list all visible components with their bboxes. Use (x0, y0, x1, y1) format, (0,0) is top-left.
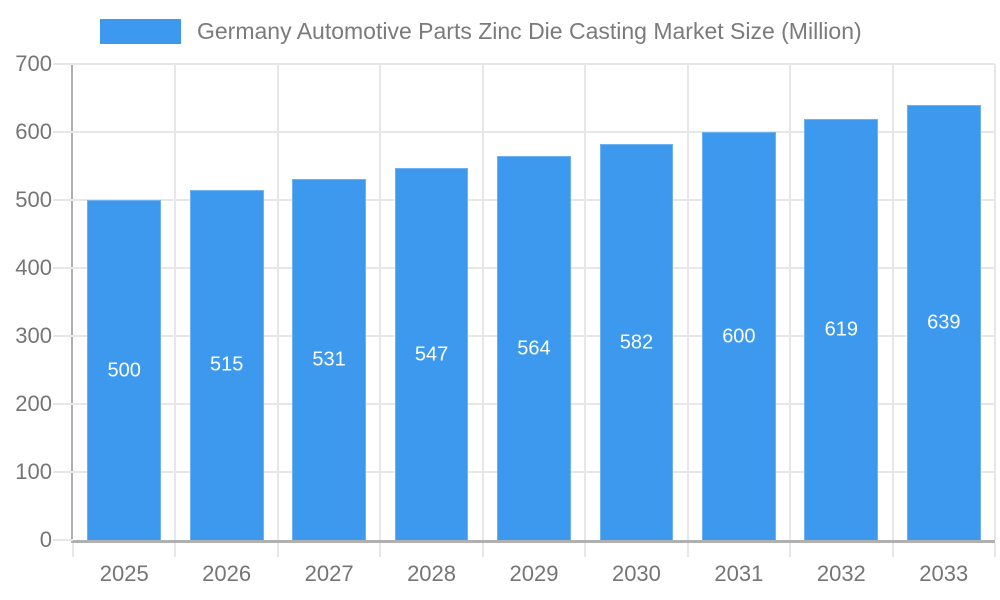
x-axis-tick (994, 543, 996, 557)
v-gridline (174, 64, 177, 540)
bar-value-label: 639 (927, 311, 961, 334)
y-tick-label: 100 (15, 459, 52, 484)
y-axis-line (71, 64, 73, 543)
y-tick-label: 600 (15, 119, 52, 144)
x-axis-tick (379, 543, 382, 557)
y-tick-label: 400 (15, 255, 52, 280)
h-gridline (73, 63, 995, 65)
v-gridline (481, 64, 484, 540)
legend[interactable]: Germany Automotive Parts Zinc Die Castin… (100, 18, 862, 45)
bar[interactable]: 547 (394, 168, 469, 540)
x-axis-tick (584, 543, 587, 557)
x-tick-label: 2028 (407, 561, 457, 586)
x-axis-tick (72, 543, 74, 557)
x-tick-label: 2026 (202, 561, 252, 586)
y-axis-tick (53, 63, 73, 65)
y-axis-labels: 0 100 200 300 400 500 600 700 (0, 53, 52, 551)
bar[interactable]: 582 (599, 144, 674, 540)
x-axis-labels: 2025 2026 2027 2028 2029 2030 2031 2032 2033 (73, 559, 995, 593)
x-tick-label: 2025 (99, 561, 149, 586)
x-tick-label: 2033 (919, 561, 969, 586)
y-axis-tick (53, 130, 73, 133)
y-tick-label: 700 (15, 51, 52, 76)
bar[interactable]: 500 (87, 200, 162, 540)
y-tick-label: 300 (15, 323, 52, 348)
x-axis-tick (174, 543, 177, 557)
v-gridline (994, 64, 996, 540)
v-gridline (686, 64, 689, 540)
plot-area: 500 515 531 547 564 582 600 619 639 (53, 63, 996, 557)
x-axis-line (71, 540, 995, 543)
bar-value-label: 600 (722, 325, 756, 347)
y-axis-tick (53, 403, 73, 405)
x-tick-label: 2030 (611, 561, 661, 586)
x-axis-tick (481, 543, 484, 557)
y-axis-tick (53, 471, 73, 473)
legend-label: Germany Automotive Parts Zinc Die Castin… (197, 18, 862, 44)
x-axis-tick (686, 543, 689, 557)
v-gridline (379, 64, 382, 540)
bar-value-label: 582 (619, 331, 654, 354)
bar-value-label: 564 (517, 337, 551, 360)
x-tick-label: 2027 (304, 561, 354, 586)
v-gridline (891, 64, 894, 540)
y-axis-tick (53, 267, 73, 269)
bar[interactable]: 564 (497, 156, 571, 540)
y-tick-label: 0 (39, 527, 52, 552)
y-axis-tick (53, 539, 73, 541)
x-tick-label: 2029 (509, 561, 559, 586)
bar[interactable]: 619 (804, 119, 879, 540)
y-tick-label: 200 (15, 391, 52, 416)
y-axis-tick (53, 334, 73, 337)
bar[interactable]: 600 (702, 132, 776, 540)
v-gridline (276, 64, 279, 540)
x-tick-label: 2031 (714, 561, 764, 586)
y-tick-label: 500 (15, 187, 52, 212)
bar[interactable]: 531 (292, 178, 366, 540)
bar-value-label: 547 (414, 343, 449, 366)
bar-value-label: 619 (824, 318, 859, 341)
x-axis-tick (789, 543, 792, 557)
bar-value-label: 500 (107, 359, 141, 381)
h-gridline (73, 130, 995, 133)
x-axis-tick (891, 543, 894, 557)
v-gridline (584, 64, 587, 540)
bar[interactable]: 515 (189, 189, 264, 540)
v-gridline (789, 64, 792, 540)
legend-swatch-icon[interactable] (100, 19, 181, 44)
bar[interactable]: 639 (906, 105, 981, 540)
x-axis-tick (276, 543, 279, 557)
x-tick-label: 2032 (816, 561, 866, 586)
y-axis-tick (53, 198, 73, 201)
bar-value-label: 531 (312, 348, 346, 371)
bar-value-label: 515 (209, 353, 244, 376)
